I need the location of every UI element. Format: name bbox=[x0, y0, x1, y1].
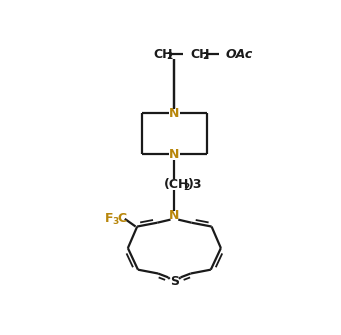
Text: S: S bbox=[170, 275, 179, 288]
Text: N: N bbox=[169, 107, 180, 120]
Text: N: N bbox=[169, 209, 180, 222]
Text: OAc: OAc bbox=[225, 48, 253, 61]
Text: CH: CH bbox=[190, 48, 209, 61]
Text: F: F bbox=[105, 212, 113, 225]
Text: C: C bbox=[117, 212, 126, 225]
Text: 2: 2 bbox=[184, 183, 190, 192]
Text: CH: CH bbox=[153, 48, 173, 61]
Text: )3: )3 bbox=[188, 179, 203, 192]
Text: 2: 2 bbox=[166, 52, 172, 61]
Text: 3: 3 bbox=[113, 217, 119, 226]
Text: (CH: (CH bbox=[164, 179, 189, 192]
Text: 2: 2 bbox=[202, 52, 209, 61]
Text: N: N bbox=[169, 148, 180, 161]
